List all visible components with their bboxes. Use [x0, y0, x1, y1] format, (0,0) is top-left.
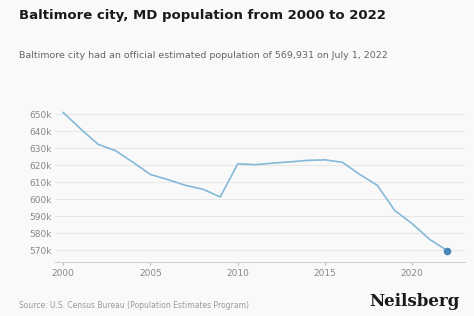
- Text: Neilsberg: Neilsberg: [369, 293, 460, 310]
- Point: [443, 248, 451, 253]
- Text: Baltimore city had an official estimated population of 569,931 on July 1, 2022: Baltimore city had an official estimated…: [19, 51, 388, 59]
- Text: Source: U.S. Census Bureau (Population Estimates Program): Source: U.S. Census Bureau (Population E…: [19, 301, 249, 310]
- Text: Baltimore city, MD population from 2000 to 2022: Baltimore city, MD population from 2000 …: [19, 9, 386, 22]
